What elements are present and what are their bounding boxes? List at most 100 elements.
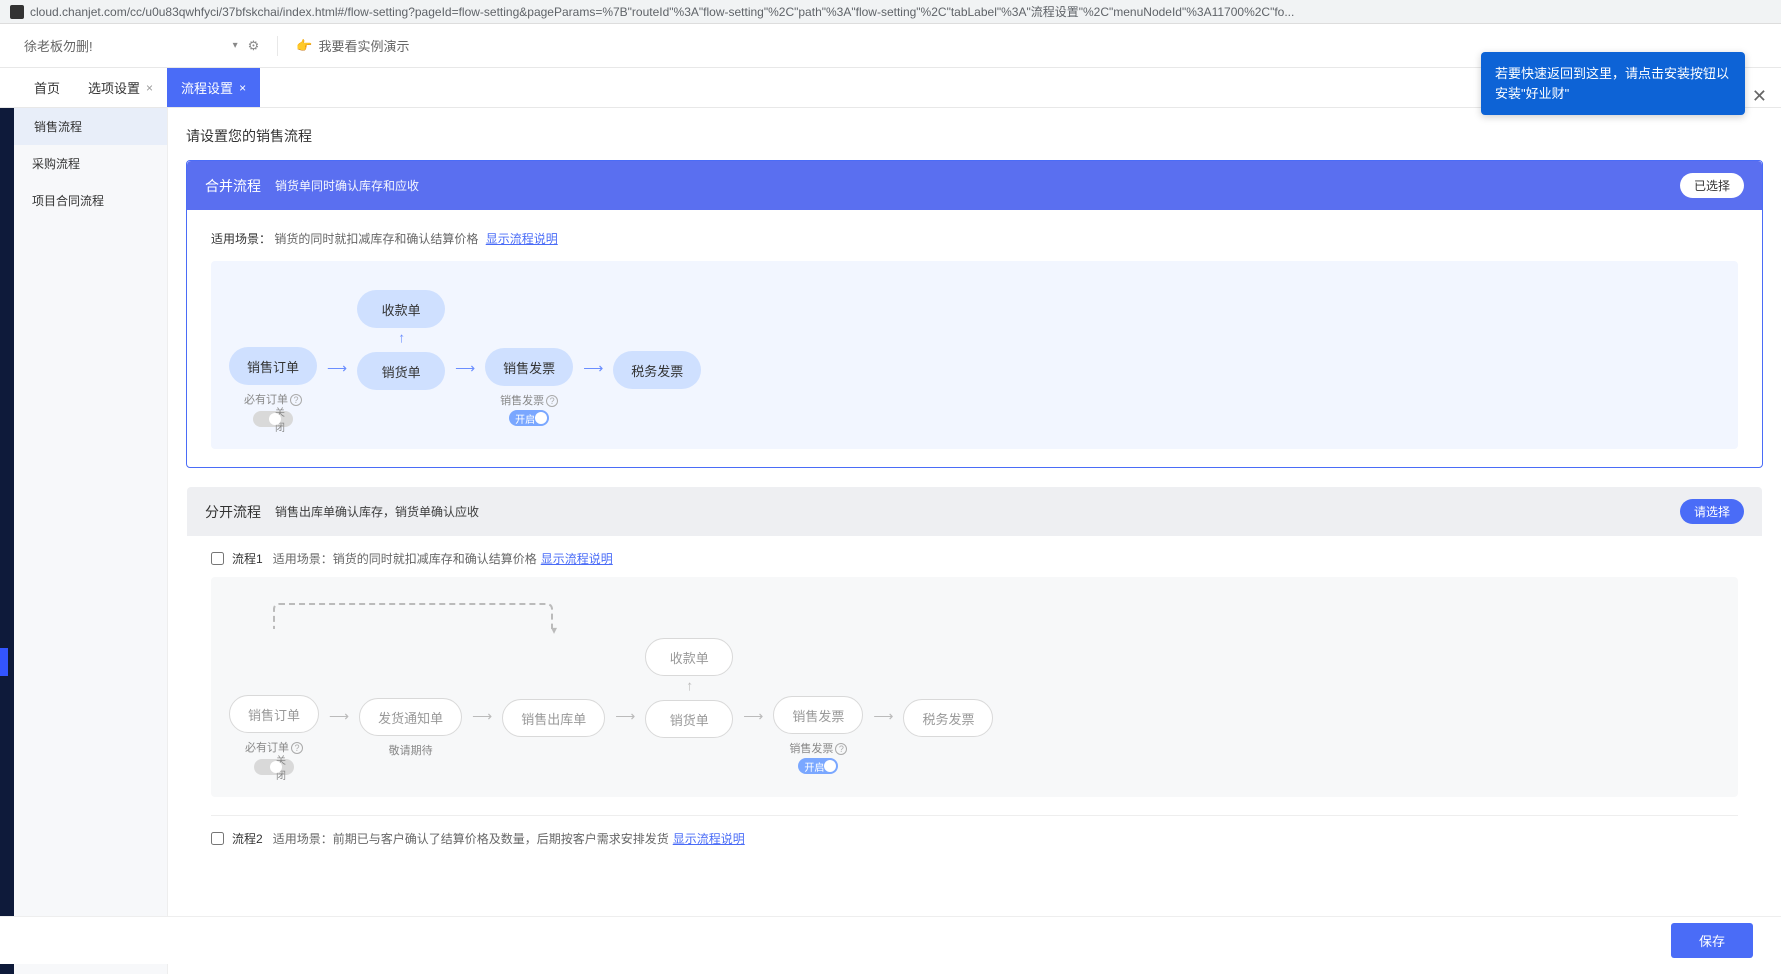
footer-bar: 保存 — [0, 916, 1781, 964]
save-button[interactable]: 保存 — [1671, 923, 1753, 958]
flow2-scenario-label: 适用场景： — [273, 830, 333, 847]
arrow-icon: ⟶ — [873, 708, 893, 725]
node-sales-order: 销售订单 — [229, 347, 317, 385]
tab-options-label: 选项设置 — [88, 78, 140, 97]
toggle-must-order[interactable]: 关闭 — [253, 411, 293, 427]
flow1-scenario-label: 适用场景： — [273, 550, 333, 567]
flow1-show-link[interactable]: 显示流程说明 — [541, 550, 613, 567]
flow2-checkbox[interactable] — [211, 832, 224, 845]
flow1-row-nodes: 销售订单 必有订单? 关闭 ⟶ 发货通知单 敬请期待 — [229, 635, 1720, 775]
merge-title: 合并流程 — [205, 176, 261, 196]
sub-sales-invoice: 销售发票? 开启 — [500, 392, 558, 426]
help-icon[interactable]: ? — [291, 742, 303, 754]
scenario-text: 销货的同时就扣减库存和确认结算价格 — [274, 232, 478, 246]
split-title: 分开流程 — [205, 502, 261, 522]
install-tip: 若要快速返回到这里，请点击安装按钮以安装"好业财" — [1481, 52, 1745, 115]
col-tax-invoice: 税务发票 — [903, 639, 993, 771]
close-icon[interactable]: × — [239, 81, 246, 95]
scenario-label: 适用场景： — [211, 232, 271, 246]
arrow-icon: ⟶ — [615, 708, 635, 725]
col-sales-order: 销售订单 必有订单? 关闭 — [229, 287, 317, 427]
node-outbound: 销售出库单 — [502, 699, 605, 737]
gear-icon[interactable]: ⚙ — [248, 38, 260, 54]
node-delivery: 销货单 — [357, 352, 445, 390]
col-delivery: 收款单 ↓ 销货单 — [645, 638, 733, 772]
arrow-icon: ⟶ — [743, 708, 763, 725]
sub-sales-invoice: 销售发票? 开启 — [789, 740, 847, 774]
split-panel-body: 流程1 适用场景： 销货的同时就扣减库存和确认结算价格 显示流程说明 ▾ 销售 — [187, 536, 1762, 875]
arrow-icon: ⟶ — [455, 360, 475, 377]
sub-coming: 敬请期待 — [389, 742, 433, 758]
flow1-scenario-text: 销货的同时就扣减库存和确认结算价格 — [333, 550, 537, 567]
body: 销售流程 采购流程 项目合同流程 请设置您的销售流程 合并流程 销货单同时确认库… — [0, 108, 1781, 974]
merge-scenario: 适用场景： 销货的同时就扣减库存和确认结算价格 显示流程说明 — [211, 224, 1738, 261]
selected-button[interactable]: 已选择 — [1680, 173, 1744, 198]
close-icon[interactable]: × — [146, 81, 153, 95]
col-ship-notice: 发货通知单 敬请期待 — [359, 638, 462, 772]
nav-sales[interactable]: 销售流程 — [14, 108, 167, 145]
demo-link[interactable]: 👉 我要看实例演示 — [296, 36, 409, 55]
split-subtitle: 销售出库单确认库存，销货单确认应收 — [275, 503, 479, 520]
separator — [211, 815, 1738, 816]
flow1-area: ▾ 销售订单 必有订单? 关闭 ⟶ — [211, 577, 1738, 797]
sales-invoice-label: 销售发票 — [500, 395, 544, 407]
demo-text: 我要看实例演示 — [319, 36, 410, 55]
toggle-must-order[interactable]: 关闭 — [254, 759, 294, 775]
select-button[interactable]: 请选择 — [1680, 499, 1744, 524]
sidebar-notch[interactable] — [0, 648, 8, 676]
main: 请设置您的销售流程 合并流程 销货单同时确认库存和应收 已选择 适用场景： 销货… — [168, 108, 1781, 974]
tab-flow-label: 流程设置 — [181, 78, 233, 97]
col-sales-invoice: 销售发票 销售发票? 开启 — [485, 288, 573, 426]
col-outbound: 销售出库单 — [502, 639, 605, 771]
node-sales-invoice: 销售发票 — [485, 348, 573, 386]
help-icon[interactable]: ? — [546, 395, 558, 407]
chevron-down-icon: ▾ — [233, 40, 238, 51]
split-panel-header: 分开流程 销售出库单确认库存，销货单确认应收 请选择 — [187, 487, 1762, 536]
help-icon[interactable]: ? — [290, 394, 302, 406]
help-icon[interactable]: ? — [835, 743, 847, 755]
nav-col: 销售流程 采购流程 项目合同流程 — [14, 108, 168, 974]
sub-must-order: 必有订单? 关闭 — [245, 739, 303, 775]
node-receipt: 收款单 — [357, 290, 445, 328]
nav-purchase[interactable]: 采购流程 — [14, 145, 167, 182]
flow1-id: 流程1 — [232, 550, 263, 567]
col-tax-invoice: 税务发票 — [613, 291, 701, 423]
merge-panel-header: 合并流程 销货单同时确认库存和应收 已选择 — [187, 161, 1762, 210]
arrow-icon: ⟶ — [472, 708, 492, 725]
arrow-down-icon: ▾ — [551, 623, 557, 637]
close-icon[interactable]: ✕ — [1752, 86, 1767, 107]
flow2-show-link[interactable]: 显示流程说明 — [673, 830, 745, 847]
tab-home[interactable]: 首页 — [20, 68, 74, 107]
nav-project[interactable]: 项目合同流程 — [14, 182, 167, 219]
toggle-sales-invoice[interactable]: 开启 — [509, 410, 549, 426]
flow2-scenario-text: 前期已与客户确认了结算价格及数量，后期按客户需求安排发货 — [333, 830, 669, 847]
arrow-icon: ⟶ — [327, 360, 347, 377]
merge-panel-body: 适用场景： 销货的同时就扣减库存和确认结算价格 显示流程说明 销售订单 必有订单… — [187, 210, 1762, 467]
toggle-sales-invoice[interactable]: 开启 — [798, 758, 838, 774]
node-receipt: 收款单 — [645, 638, 733, 676]
flow2-id: 流程2 — [232, 830, 263, 847]
arrow-up-icon: ↓ — [686, 680, 693, 696]
flow1-checkbox[interactable] — [211, 552, 224, 565]
arrow-up-icon: ↓ — [398, 332, 405, 348]
merge-flow-area: 销售订单 必有订单? 关闭 ⟶ 收款单 ↓ 销货单 — [211, 261, 1738, 449]
merge-panel: 合并流程 销货单同时确认库存和应收 已选择 适用场景： 销货的同时就扣减库存和确… — [186, 160, 1763, 468]
split-panel: 分开流程 销售出库单确认库存，销货单确认应收 请选择 流程1 适用场景： 销货的… — [186, 486, 1763, 876]
node-sales-order: 销售订单 — [229, 695, 319, 733]
col-sales-order: 销售订单 必有订单? 关闭 — [229, 635, 319, 775]
merge-subtitle: 销货单同时确认库存和应收 — [275, 177, 419, 194]
account-name: 徐老板勿删! — [24, 36, 93, 55]
col-sales-invoice: 销售发票 销售发票? 开启 — [773, 636, 863, 774]
tab-flow[interactable]: 流程设置 × — [167, 68, 260, 107]
tab-options[interactable]: 选项设置 × — [74, 68, 167, 107]
node-sales-invoice: 销售发票 — [773, 696, 863, 734]
node-delivery: 销货单 — [645, 700, 733, 738]
hand-icon: 👉 — [296, 38, 312, 54]
show-flow-link[interactable]: 显示流程说明 — [486, 232, 558, 246]
flow1-row: 流程1 适用场景： 销货的同时就扣减库存和确认结算价格 显示流程说明 — [211, 550, 1738, 567]
merge-flow-row: 销售订单 必有订单? 关闭 ⟶ 收款单 ↓ 销货单 — [229, 287, 1720, 427]
node-ship-notice: 发货通知单 — [359, 698, 462, 736]
account-select[interactable]: 徐老板勿删! ▾ — [24, 36, 238, 55]
page-title: 请设置您的销售流程 — [186, 126, 1763, 146]
url-text: cloud.chanjet.com/cc/u0u83qwhfyci/37bfsk… — [30, 3, 1771, 20]
